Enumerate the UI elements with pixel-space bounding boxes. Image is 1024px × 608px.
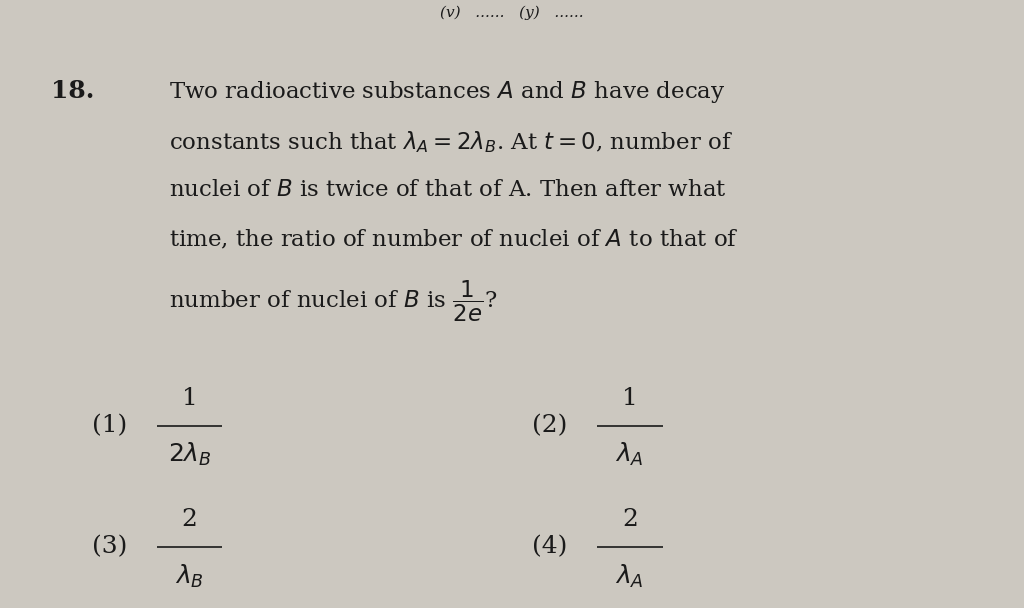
Text: (2): (2) xyxy=(532,414,568,437)
Text: $\lambda_A$: $\lambda_A$ xyxy=(615,441,644,468)
Text: constants such that $\lambda_A = 2\lambda_B$. At $t = 0$, number of: constants such that $\lambda_A = 2\lambd… xyxy=(169,129,733,155)
Text: $2\lambda_B$: $2\lambda_B$ xyxy=(168,441,211,468)
Text: 1: 1 xyxy=(181,387,198,410)
Text: $\lambda_A$: $\lambda_A$ xyxy=(615,563,644,590)
Text: number of nuclei of $B$ is $\dfrac{1}{2e}$?: number of nuclei of $B$ is $\dfrac{1}{2e… xyxy=(169,278,498,323)
Text: 1: 1 xyxy=(622,387,638,410)
Text: 2: 2 xyxy=(181,508,198,531)
Text: $\lambda_B$: $\lambda_B$ xyxy=(175,563,204,590)
Text: 18.: 18. xyxy=(51,79,94,103)
Text: 2: 2 xyxy=(622,508,638,531)
Text: (1): (1) xyxy=(92,414,127,437)
Text: (v)   ......   (y)   ......: (v) ...... (y) ...... xyxy=(440,6,584,21)
Text: nuclei of $B$ is twice of that of A. Then after what: nuclei of $B$ is twice of that of A. The… xyxy=(169,179,727,201)
Text: (4): (4) xyxy=(532,536,568,559)
Text: time, the ratio of number of nuclei of $A$ to that of: time, the ratio of number of nuclei of $… xyxy=(169,229,738,252)
Text: Two radioactive substances $A$ and $B$ have decay: Two radioactive substances $A$ and $B$ h… xyxy=(169,79,726,105)
Text: (3): (3) xyxy=(92,536,128,559)
